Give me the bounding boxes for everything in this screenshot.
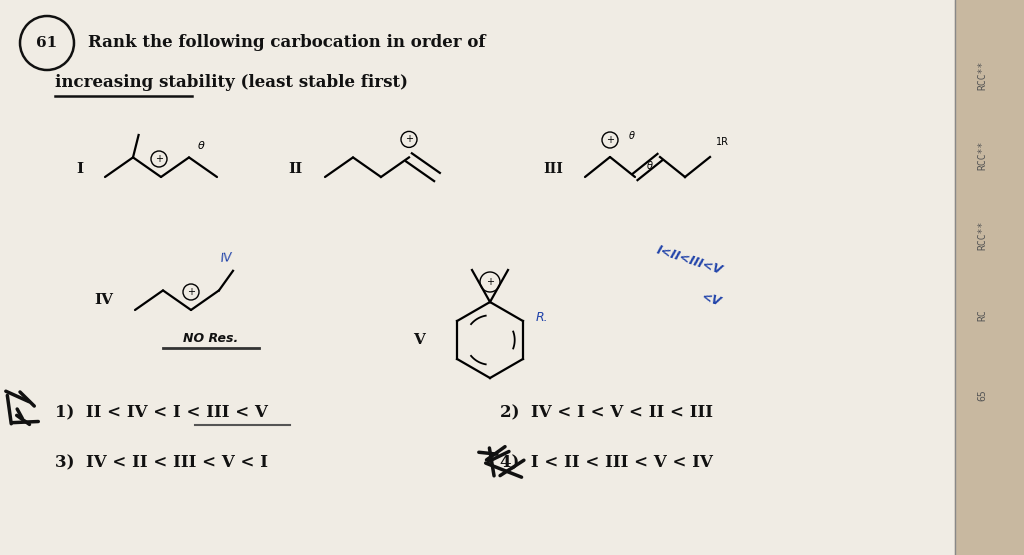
- Text: increasing stability (least stable first): increasing stability (least stable first…: [55, 74, 408, 92]
- Text: 3)  IV < II < III < V < I: 3) IV < II < III < V < I: [55, 455, 268, 472]
- Text: $\theta$: $\theta$: [628, 129, 636, 141]
- Text: III: III: [543, 163, 563, 176]
- Text: +: +: [486, 277, 494, 287]
- Text: V: V: [413, 333, 425, 347]
- Text: +: +: [187, 287, 195, 297]
- Text: RC: RC: [977, 309, 987, 321]
- Text: 65: 65: [977, 389, 987, 401]
- Text: +: +: [155, 154, 163, 164]
- Text: 2)  IV < I < V < II < III: 2) IV < I < V < II < III: [500, 405, 713, 421]
- Text: R.: R.: [536, 311, 548, 325]
- Text: IV: IV: [219, 251, 232, 265]
- Text: 61: 61: [37, 36, 57, 50]
- Text: Rank the following carbocation in order of: Rank the following carbocation in order …: [88, 34, 485, 52]
- Text: I: I: [76, 162, 83, 175]
- Text: IV: IV: [94, 293, 113, 307]
- Text: RCC**: RCC**: [977, 60, 987, 90]
- Text: <V: <V: [700, 291, 723, 309]
- Text: 1R: 1R: [716, 137, 728, 147]
- Text: $\theta$: $\theta$: [197, 139, 205, 152]
- Text: $\theta$: $\theta$: [646, 159, 654, 171]
- Text: 1)  II < IV < I < III < V: 1) II < IV < I < III < V: [55, 405, 268, 421]
- Text: +: +: [606, 135, 614, 145]
- Bar: [955, 0, 1024, 555]
- Text: RCC**: RCC**: [977, 220, 987, 250]
- Text: RCC**: RCC**: [977, 140, 987, 170]
- Text: NO Res.: NO Res.: [183, 331, 239, 345]
- Text: I<II<III<V: I<II<III<V: [655, 243, 725, 277]
- Text: +: +: [406, 134, 413, 144]
- Text: II: II: [289, 162, 303, 175]
- Text: 4)  I < II < III < V < IV: 4) I < II < III < V < IV: [500, 455, 713, 472]
